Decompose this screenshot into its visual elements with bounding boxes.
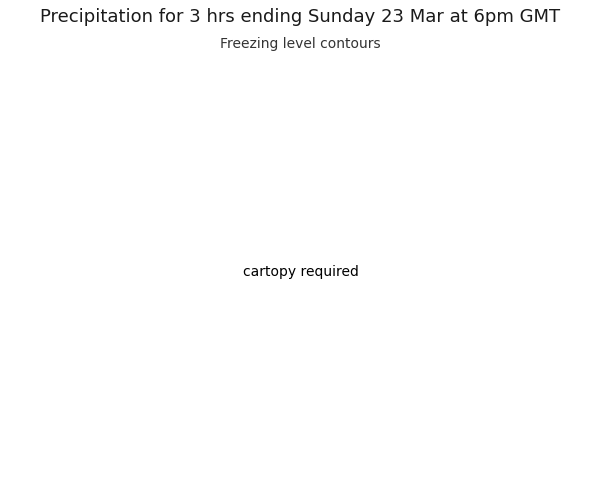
- Text: Freezing level contours: Freezing level contours: [220, 37, 381, 51]
- Text: Precipitation for 3 hrs ending Sunday 23 Mar at 6pm GMT: Precipitation for 3 hrs ending Sunday 23…: [40, 8, 561, 26]
- Text: cartopy required: cartopy required: [243, 265, 358, 279]
